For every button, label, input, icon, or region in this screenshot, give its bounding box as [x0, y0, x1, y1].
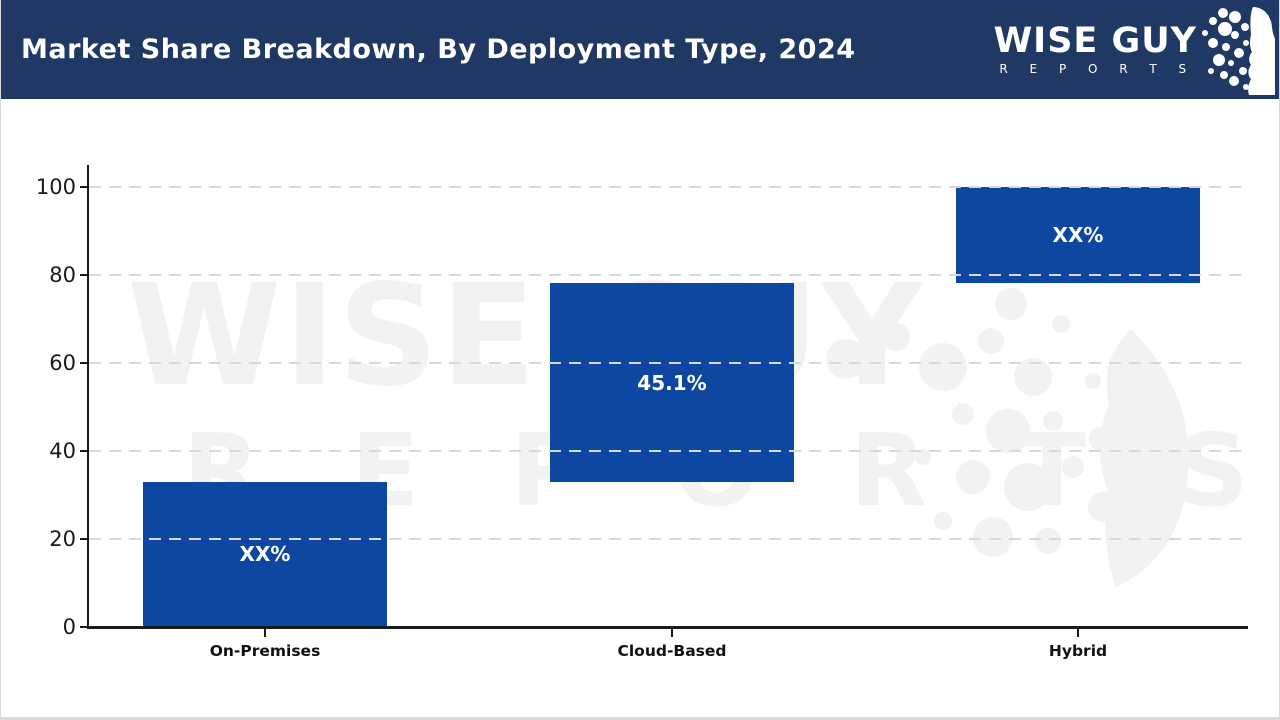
bar-value-label: 45.1%: [637, 370, 707, 395]
bar-value-label: XX%: [239, 542, 291, 567]
header: Market Share Breakdown, By Deployment Ty…: [1, 0, 1279, 99]
y-axis-line: [87, 165, 89, 629]
logo-text: WISE GUY R E P O R T S: [993, 20, 1197, 76]
y-axis-tick-label: 80: [49, 263, 76, 287]
chart-area: WISE GUY R E P O R T S 020406080100XX%On…: [1, 99, 1279, 717]
logo-head-icon: [1202, 6, 1275, 95]
bar-chart: 0 20 40 60 80 100 XX% On-Premises 45.1% Cloud-Bas…: [1, 99, 1279, 717]
x-axis-tick-label: On-Premises: [209, 642, 321, 660]
logo-subtext: R E P O R T S: [999, 61, 1196, 76]
gridline: [89, 274, 1247, 276]
x-axis-tick-label: Cloud-Based: [617, 642, 727, 660]
gridline: [89, 186, 1247, 188]
gridline: [89, 362, 1247, 364]
y-axis-tick-label: 100: [35, 175, 76, 199]
x-axis-tick: [1077, 629, 1079, 637]
bar-cloud-based: 45.1%: [550, 283, 794, 482]
y-axis-tick-label: 20: [49, 527, 76, 551]
bar-hybrid: XX%: [956, 187, 1200, 284]
x-axis-line: [87, 626, 1248, 629]
gridline: [89, 450, 1247, 452]
y-axis-tick: [80, 626, 88, 628]
gridline: [89, 538, 1247, 540]
y-axis-tick: [80, 450, 88, 452]
y-axis-tick: [80, 274, 88, 276]
bar-value-label: XX%: [1052, 223, 1104, 248]
y-axis-tick: [80, 538, 88, 540]
y-axis-tick-label: 60: [49, 351, 76, 375]
x-axis-tick: [264, 629, 266, 637]
logo-wordmark: WISE GUY: [993, 20, 1197, 61]
x-axis-tick-label: Hybrid: [1048, 642, 1108, 660]
bar-on-premises: XX%: [143, 481, 387, 627]
y-axis-tick: [80, 362, 88, 364]
page-title: Market Share Breakdown, By Deployment Ty…: [21, 34, 856, 65]
x-axis-tick: [671, 629, 673, 637]
y-axis-tick: [80, 186, 88, 188]
y-axis-tick-label: 0: [62, 615, 76, 639]
wise-guy-logo: WISE GUY R E P O R T S: [994, 5, 1275, 95]
y-axis-tick-label: 40: [49, 439, 76, 463]
